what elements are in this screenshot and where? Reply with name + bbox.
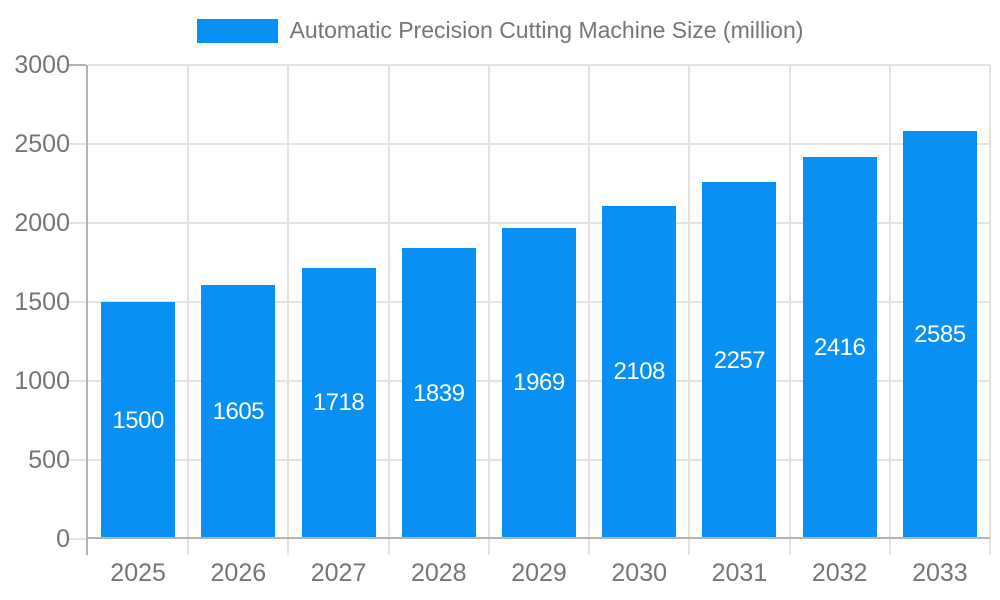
y-axis-tick <box>68 64 86 66</box>
y-axis-tick <box>68 380 86 382</box>
gridline-vertical <box>187 65 190 539</box>
gridline-horizontal <box>88 222 990 224</box>
bar-2029: 1969 <box>502 227 576 539</box>
x-axis-tick <box>888 539 891 555</box>
x-axis-tick-label: 2029 <box>511 559 567 587</box>
gridline-vertical <box>788 65 791 539</box>
bar-2031: 2257 <box>702 182 777 539</box>
gridline-vertical <box>588 65 591 539</box>
y-axis-tick-label: 3000 <box>14 51 70 79</box>
bar-2026: 1605 <box>201 285 276 539</box>
x-axis-tick-label: 2031 <box>711 559 768 587</box>
x-axis-tick-label: 2026 <box>210 559 267 587</box>
y-axis-tick <box>68 222 86 224</box>
y-axis-tick <box>68 459 86 461</box>
x-axis-tick <box>688 539 691 555</box>
x-axis-tick-label: 2027 <box>310 559 367 587</box>
y-axis-tick <box>68 143 86 145</box>
x-axis-tick-label: 2030 <box>611 559 668 587</box>
gridline-vertical <box>888 65 891 539</box>
gridline-horizontal <box>88 143 990 145</box>
gridline-vertical <box>487 65 490 539</box>
bar-2027: 1718 <box>301 267 376 539</box>
bar-value-label: 2257 <box>713 346 766 374</box>
x-axis-tick-label: 2025 <box>110 559 166 587</box>
bar-value-label: 2108 <box>613 358 666 386</box>
x-axis-tick <box>487 539 490 555</box>
x-axis-tick <box>287 539 290 555</box>
x-axis-tick <box>588 539 591 555</box>
bar-2030: 2108 <box>602 205 677 539</box>
bar-value-label: 2416 <box>813 334 866 362</box>
bar-2032: 2416 <box>802 157 877 539</box>
legend-item[interactable]: Automatic Precision Cutting Machine Size… <box>196 17 804 44</box>
legend-label: Automatic Precision Cutting Machine Size… <box>289 17 804 43</box>
bar-2028: 1839 <box>401 248 476 539</box>
gridline-vertical <box>989 65 991 539</box>
y-axis-tick-label: 0 <box>56 525 70 553</box>
x-axis-tick <box>989 539 991 555</box>
bar-value-label: 1839 <box>413 379 465 407</box>
gridline-vertical <box>387 65 390 539</box>
x-axis-tick <box>387 539 390 555</box>
y-axis-line <box>86 65 88 555</box>
legend-swatch-icon <box>196 18 278 43</box>
gridline-vertical <box>688 65 691 539</box>
y-axis-tick-label: 2500 <box>14 130 70 158</box>
bar-2033: 2585 <box>902 130 977 539</box>
bar-value-label: 1605 <box>212 398 265 426</box>
gridline-vertical <box>287 65 290 539</box>
bar-value-label: 1500 <box>112 406 164 434</box>
chart-plot: 1500 1605 1718 1839 1969 2108 2257 2416 2585 <box>68 64 991 555</box>
gridline-horizontal <box>88 64 990 66</box>
y-axis-tick <box>68 538 86 540</box>
bar-value-label: 1718 <box>312 389 365 417</box>
x-axis-tick-label: 2028 <box>410 559 467 587</box>
y-axis-tick-label: 1500 <box>14 288 70 316</box>
x-axis-tick <box>788 539 791 555</box>
x-axis-tick-label: 2032 <box>811 559 868 587</box>
bar-value-label: 2585 <box>914 320 966 348</box>
x-axis-tick-label: 2033 <box>912 559 968 587</box>
bar-value-label: 1969 <box>513 369 565 397</box>
y-axis-tick-label: 1000 <box>14 367 70 395</box>
y-axis-tick <box>68 301 86 303</box>
legend: Automatic Precision Cutting Machine Size… <box>0 17 1000 44</box>
x-axis-line <box>86 537 990 539</box>
y-axis-tick-label: 2000 <box>14 209 70 237</box>
bar-2025: 1500 <box>101 302 176 539</box>
y-axis-tick-label: 500 <box>28 446 70 474</box>
x-axis-tick <box>187 539 190 555</box>
